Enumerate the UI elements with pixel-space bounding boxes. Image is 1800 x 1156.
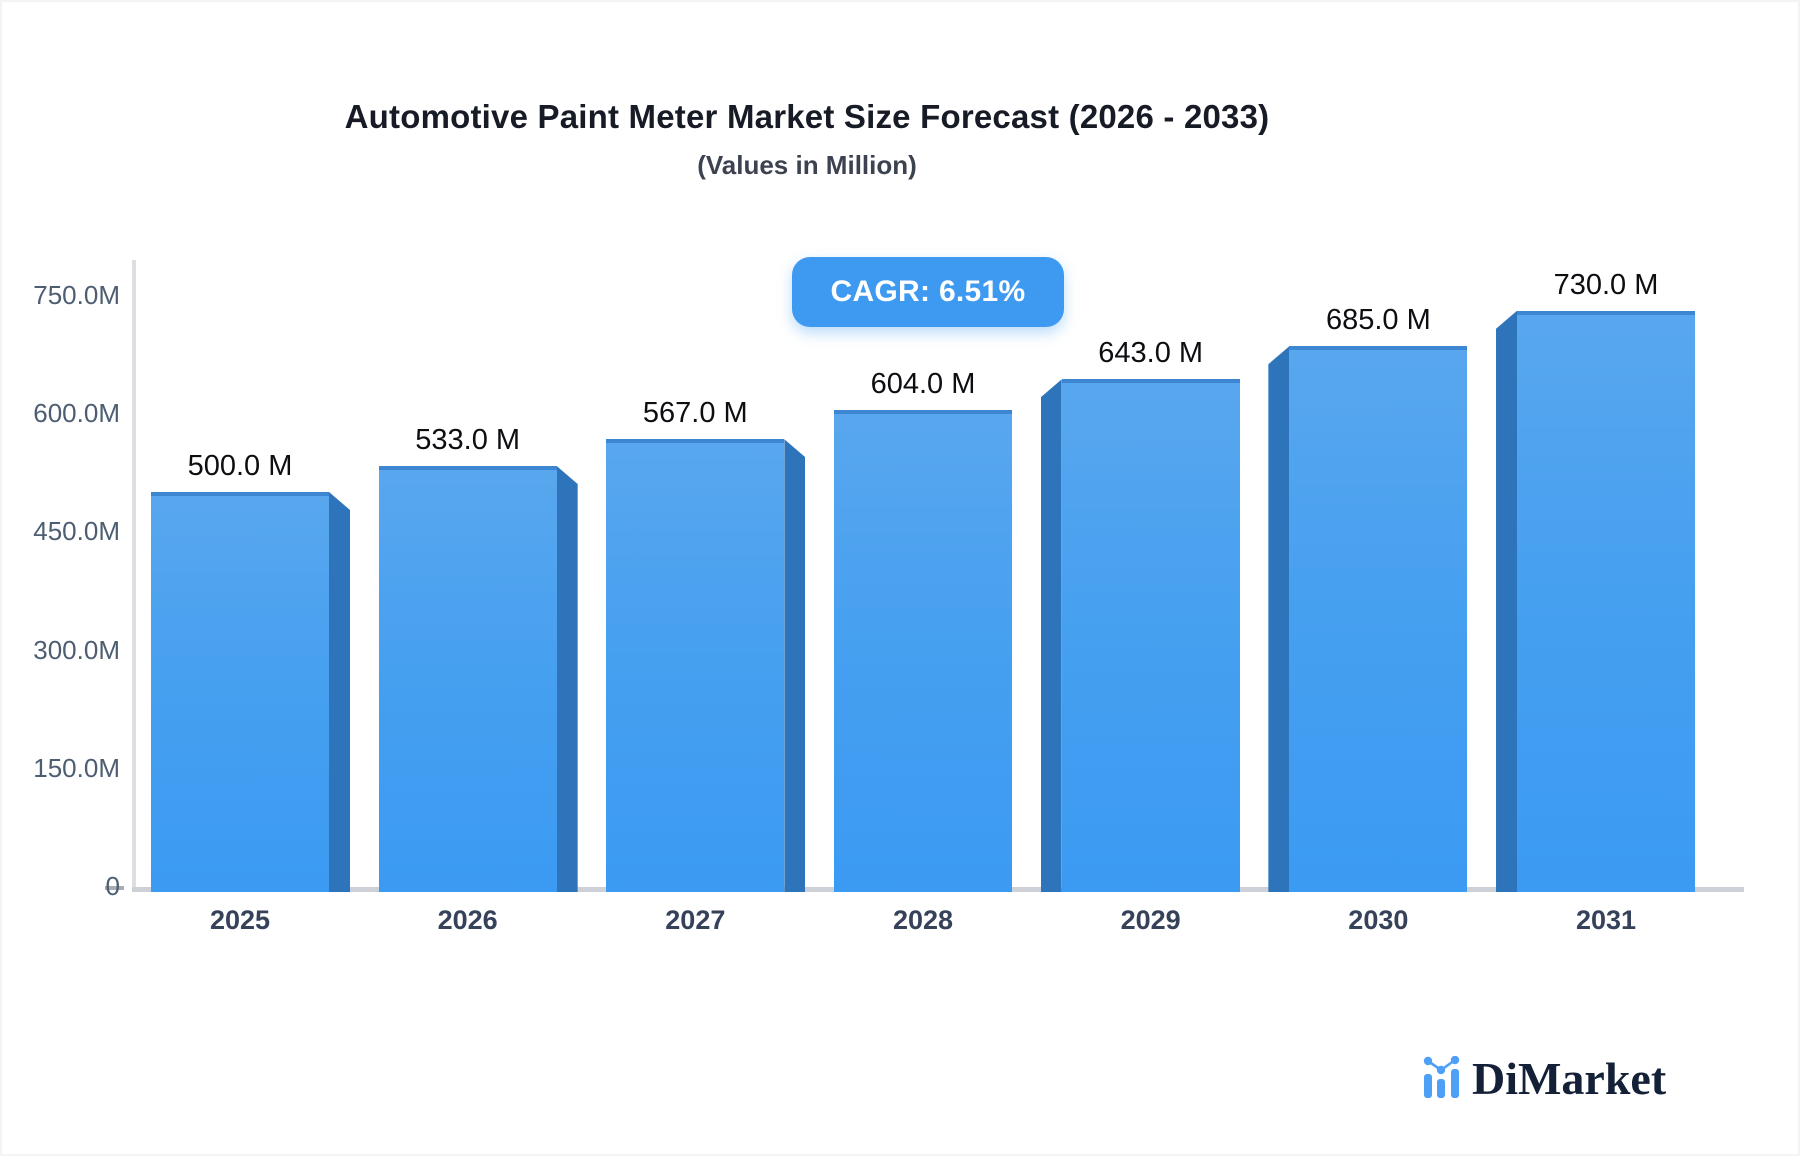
cagr-badge: CAGR: 6.51% <box>792 257 1064 327</box>
brand-watermark: DiMarket <box>1422 1046 1712 1102</box>
bar-value-label: 604.0 M <box>870 368 976 401</box>
bar-value-label: 533.0 M <box>415 423 521 456</box>
bar-3d-side <box>329 492 350 892</box>
chart-subtitle: (Values in Million) <box>697 150 917 180</box>
x-axis-tick-label: 2031 <box>1575 905 1637 935</box>
bar <box>606 439 785 892</box>
y-axis-tick-label: 750.0M <box>33 280 120 310</box>
y-axis-tick-label: 450.0M <box>33 516 120 547</box>
cagr-badge-label: CAGR: 6.51% <box>830 275 1026 308</box>
bar-3d-side <box>1496 310 1518 892</box>
x-axis-tick-label: 2028 <box>892 905 954 935</box>
x-axis-tick-label: 2025 <box>209 905 271 935</box>
bar-value-label: 643.0 M <box>1098 337 1204 370</box>
x-axis-tick-label: 2027 <box>665 905 726 935</box>
bar-3d-side <box>1268 346 1290 892</box>
zero-tick-mark <box>105 886 124 890</box>
bar <box>1289 346 1468 892</box>
x-axis-tick-label: 2026 <box>437 905 498 935</box>
x-axis-tick-label: 2029 <box>1120 905 1181 935</box>
bar-value-label: 567.0 M <box>642 397 748 430</box>
y-axis-tick-label: 0 <box>105 871 120 901</box>
y-axis-tick-label: 300.0M <box>33 634 120 665</box>
x-axis-tick-label: 2030 <box>1348 905 1409 935</box>
bar <box>378 465 557 892</box>
chart-title: Automotive Paint Meter Market Size Forec… <box>344 98 1270 135</box>
bar <box>834 410 1012 892</box>
bar-value-label: 730.0 M <box>1553 268 1659 301</box>
bar-value-label: 500.0 M <box>187 450 293 482</box>
bar-3d-side <box>784 439 806 892</box>
y-axis-line <box>132 260 136 892</box>
bar-line-chart-icon <box>1423 1056 1460 1098</box>
y-axis-tick-label: 600.0M <box>33 398 120 429</box>
bar <box>151 492 329 892</box>
y-axis-tick-label: 150.0M <box>33 752 120 783</box>
bar-3d-side <box>1040 379 1062 892</box>
bar-3d-side <box>556 465 578 892</box>
bar-value-label: 685.0 M <box>1325 304 1431 337</box>
bar <box>1517 310 1696 892</box>
brand-name: DiMarket <box>1472 1053 1667 1104</box>
bar <box>1061 379 1240 892</box>
